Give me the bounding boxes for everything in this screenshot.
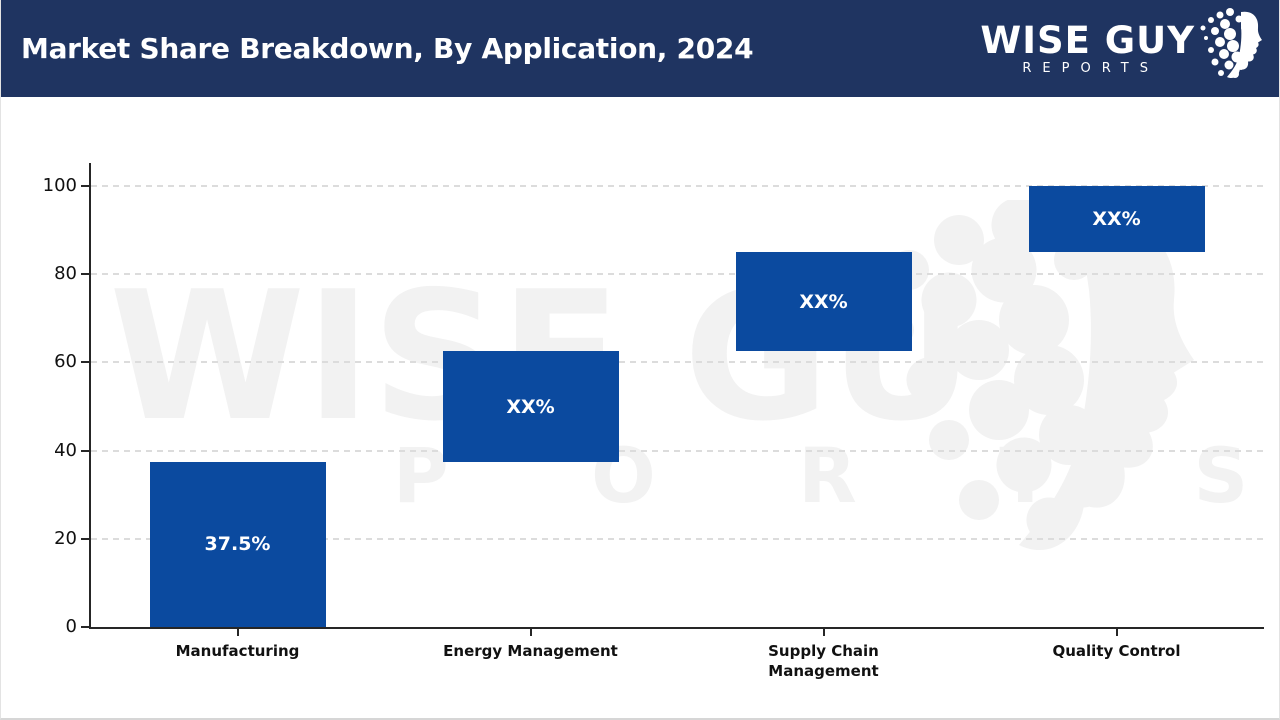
gridline-y100: [91, 185, 1263, 187]
y-axis-tick-0: [81, 626, 89, 628]
x-axis-tick-3: [1115, 629, 1118, 636]
bar-value-label: 37.5%: [204, 533, 271, 556]
gridline-y40: [91, 449, 1263, 452]
brand-name: WISE GUY: [980, 19, 1195, 62]
brand-subtitle: REPORTS: [1022, 61, 1159, 76]
y-axis-line: [89, 163, 91, 629]
bar-supply-chain-management: XX%: [735, 252, 912, 352]
y-axis-tick-100: [81, 185, 89, 187]
brand-logo: WISE GUY REPORTS: [980, 6, 1263, 92]
bar-value-label: XX%: [506, 395, 555, 418]
y-axis-label-80: 80: [54, 263, 77, 285]
brand-logo-text: WISE GUY REPORTS: [980, 22, 1195, 75]
bar-energy-management: XX%: [442, 351, 619, 462]
x-axis-tick-0: [236, 629, 239, 636]
x-axis-tick-2: [822, 629, 825, 636]
x-axis-category-label: Supply Chain Management: [768, 642, 879, 681]
y-axis-tick-20: [81, 537, 89, 540]
y-axis-tick-40: [81, 449, 89, 452]
y-axis-label-60: 60: [54, 351, 77, 373]
y-axis-tick-80: [81, 273, 89, 276]
y-axis-label-100: 100: [42, 175, 77, 196]
bar-manufacturing: 37.5%: [149, 461, 326, 627]
dotted-face-profile-icon: [1197, 6, 1263, 92]
x-axis-tick-1: [529, 629, 532, 636]
gridline-y80: [91, 273, 1263, 276]
gridline-y60: [91, 361, 1263, 364]
x-axis-line: [89, 627, 1264, 629]
header-bar: Market Share Breakdown, By Application, …: [1, 0, 1279, 97]
bar-value-label: XX%: [799, 290, 848, 313]
page-title: Market Share Breakdown, By Application, …: [21, 32, 754, 65]
x-axis-category-label: Energy Management: [443, 642, 618, 660]
bar-quality-control: XX%: [1028, 186, 1205, 253]
y-axis-label-40: 40: [54, 439, 77, 461]
y-axis-label-20: 20: [54, 527, 77, 549]
gridline-y20: [91, 537, 1263, 540]
x-axis-category-label: Manufacturing: [175, 642, 300, 660]
x-axis-category-label: Quality Control: [1052, 642, 1181, 660]
bar-value-label: XX%: [1092, 208, 1141, 231]
y-axis-label-0: 0: [65, 616, 77, 637]
y-axis-tick-60: [81, 361, 89, 364]
